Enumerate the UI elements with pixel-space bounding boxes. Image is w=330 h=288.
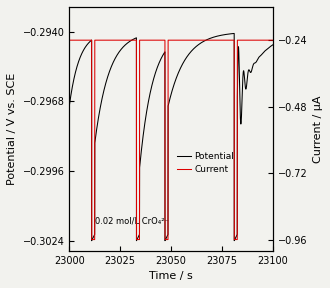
Current [78, 38, 82, 42]
Potential [78, 57, 82, 61]
Current [188, 38, 192, 42]
Line: Current: Current [69, 40, 273, 240]
Potential [90, 239, 94, 242]
Potential [67, 105, 71, 108]
Current [218, 38, 222, 42]
Current [197, 38, 201, 42]
Current [229, 38, 233, 42]
Y-axis label: Current / μA: Current / μA [313, 95, 323, 162]
Line: Potential: Potential [69, 33, 273, 241]
Current [141, 38, 145, 42]
Potential [197, 43, 201, 46]
Potential [229, 32, 233, 35]
Potential [218, 34, 222, 37]
X-axis label: Time / s: Time / s [149, 271, 193, 281]
Legend: Potential, Current: Potential, Current [174, 148, 238, 178]
Current [67, 38, 71, 42]
Potential [232, 32, 236, 35]
Potential [271, 43, 275, 47]
Text: 0.02 mol/L CrO₄²⁻: 0.02 mol/L CrO₄²⁻ [95, 217, 169, 226]
Current [90, 238, 94, 241]
Potential [188, 51, 192, 55]
Y-axis label: Potential / V vs. SCE: Potential / V vs. SCE [7, 73, 17, 185]
Potential [141, 135, 145, 139]
Current [271, 38, 275, 42]
